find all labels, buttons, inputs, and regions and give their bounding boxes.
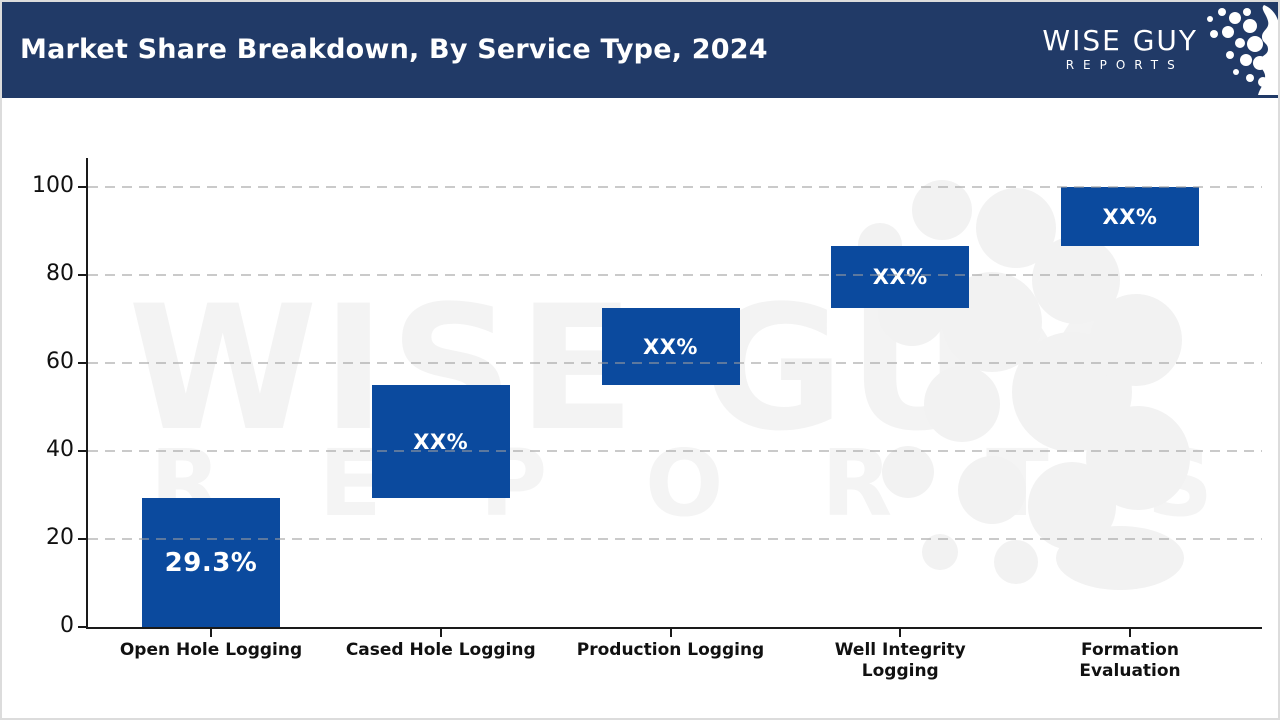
y-tick-80 xyxy=(78,274,87,276)
y-tick-40 xyxy=(78,450,87,452)
x-tick-5 xyxy=(1129,629,1131,637)
gridline-80 xyxy=(88,274,1262,276)
y-tick-label-100: 100 xyxy=(32,173,74,198)
x-category-label-1: Open Hole Logging xyxy=(119,640,303,660)
bar-3: XX% xyxy=(601,308,740,385)
gridline-40 xyxy=(88,450,1262,452)
bar-4: XX% xyxy=(831,246,970,308)
bar-value-label-4: XX% xyxy=(872,265,928,290)
brand-face-icon xyxy=(1207,5,1280,95)
page-title: Market Share Breakdown, By Service Type,… xyxy=(20,33,768,65)
x-tick-4 xyxy=(899,629,902,637)
header-bar: Market Share Breakdown, By Service Type,… xyxy=(0,0,1280,98)
y-tick-label-80: 80 xyxy=(46,261,74,286)
brand-logo-name: WISE GUY xyxy=(1042,24,1198,57)
brand-logo: WISE GUY REPORTS xyxy=(1042,0,1280,98)
x-category-label-4: Well Integrity Logging xyxy=(834,640,966,682)
bar-2: XX% xyxy=(371,385,510,499)
y-tick-0 xyxy=(78,626,87,628)
x-category-label-5: Formation Evaluation xyxy=(1079,640,1181,682)
brand-logo-subtitle: REPORTS xyxy=(1065,58,1184,72)
y-tick-label-0: 0 xyxy=(60,613,74,638)
bar-value-label-5: XX% xyxy=(1102,204,1158,229)
bar-value-label-1: 29.3% xyxy=(164,547,258,578)
y-tick-label-60: 60 xyxy=(46,349,74,374)
gridline-60 xyxy=(88,362,1262,364)
gridline-100 xyxy=(88,186,1262,188)
y-tick-20 xyxy=(78,538,87,540)
y-tick-100 xyxy=(78,186,87,188)
y-tick-label-40: 40 xyxy=(46,437,74,462)
y-tick-label-20: 20 xyxy=(46,525,74,550)
x-category-label-2: Cased Hole Logging xyxy=(345,640,536,660)
x-tick-1 xyxy=(210,629,212,637)
x-category-label-3: Production Logging xyxy=(576,640,765,660)
bar-value-label-3: XX% xyxy=(643,334,698,359)
bar-5: XX% xyxy=(1061,187,1199,247)
bar-value-label-2: XX% xyxy=(413,429,469,454)
x-tick-2 xyxy=(439,629,442,637)
gridline-20 xyxy=(88,538,1262,540)
x-axis-line xyxy=(86,627,1262,629)
x-tick-3 xyxy=(669,629,672,637)
y-tick-60 xyxy=(78,362,87,364)
bar-1: 29.3% xyxy=(142,498,280,627)
y-axis-line xyxy=(86,158,88,629)
